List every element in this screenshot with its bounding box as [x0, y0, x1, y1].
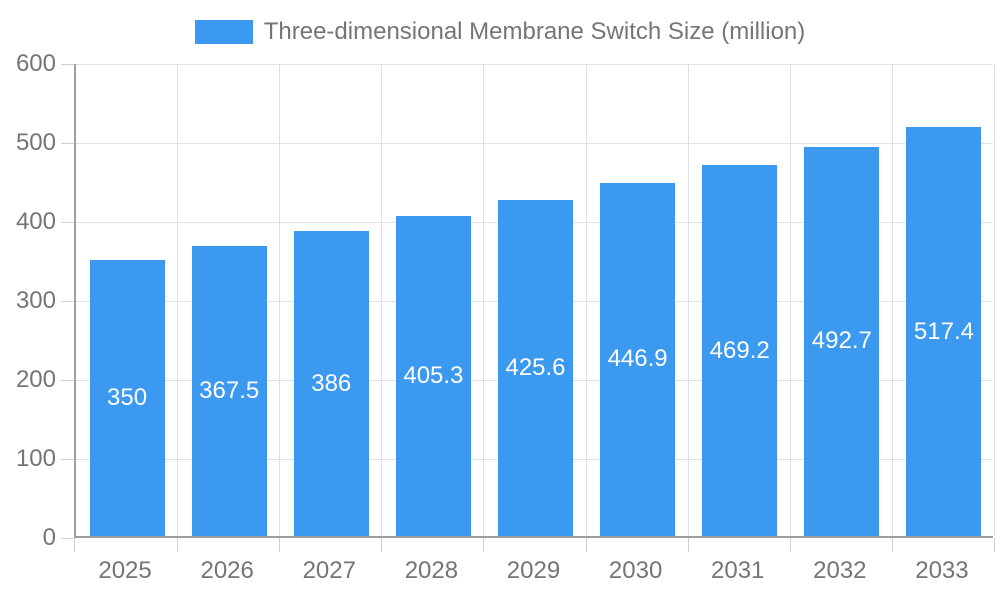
x-tick [891, 538, 893, 552]
x-tick [381, 538, 383, 552]
gridline [483, 64, 485, 536]
x-tick-label: 2026 [200, 557, 254, 584]
x-tick [687, 538, 689, 552]
gridline [76, 143, 993, 144]
bar-value-label: 425.6 [505, 353, 566, 381]
bar-value-label: 469.2 [709, 336, 770, 364]
y-tick-label: 600 [15, 50, 56, 77]
x-tick [585, 538, 587, 552]
x-axis-labels: 2025 2026 2027 2028 2029 2030 2031 2032 2033 [74, 557, 993, 587]
bar-value-label: 492.7 [811, 327, 872, 355]
x-tick-label: 2033 [915, 557, 969, 584]
bar[interactable]: 492.7 [804, 146, 880, 536]
x-tick-label: 2032 [813, 557, 867, 584]
gridline [177, 64, 179, 536]
y-tick-label: 400 [15, 208, 56, 235]
gridline [585, 64, 587, 536]
legend-item[interactable]: Three-dimensional Membrane Switch Size (… [0, 19, 1000, 45]
y-tick [61, 222, 74, 223]
y-tick [61, 64, 74, 65]
gridline [381, 64, 383, 536]
plot-area: 350 367.5 386 405.3 425.6 446.9 469.2 492.7 517.… [61, 64, 995, 552]
gridline [891, 64, 893, 536]
y-tick [61, 538, 74, 539]
bar-value-label: 350 [107, 383, 148, 411]
x-tick-label: 2028 [404, 557, 459, 584]
gridline [76, 64, 993, 65]
gridline [687, 64, 689, 536]
x-tick-label: 2029 [506, 557, 561, 584]
bar[interactable]: 425.6 [498, 199, 573, 536]
x-tick [483, 538, 485, 552]
bar[interactable]: 469.2 [702, 165, 778, 536]
legend-label: Three-dimensional Membrane Switch Size (… [263, 18, 806, 45]
gridline [789, 64, 791, 536]
bar-value-label: 446.9 [607, 345, 668, 373]
y-axis-labels: 0 100 200 300 400 500 600 [0, 50, 56, 551]
x-tick [789, 538, 791, 552]
y-tick [61, 301, 74, 302]
x-tick-label: 2030 [608, 557, 663, 584]
bar-value-label: 405.3 [403, 361, 464, 389]
bar[interactable]: 405.3 [395, 215, 471, 536]
x-tick-label: 2031 [711, 557, 765, 584]
y-tick-label: 300 [15, 287, 56, 314]
x-tick-label: 2027 [302, 557, 356, 584]
y-tick-label: 200 [15, 366, 56, 393]
bar[interactable]: 350 [89, 259, 165, 536]
y-tick-label: 0 [42, 524, 56, 551]
bar[interactable]: 517.4 [906, 127, 982, 536]
bar-value-label: 367.5 [199, 376, 260, 404]
bar-value-label: 386 [311, 369, 352, 397]
gridline [279, 64, 281, 536]
x-tick [279, 538, 281, 552]
x-tick [177, 538, 179, 552]
bar[interactable]: 367.5 [191, 245, 267, 536]
y-tick [61, 143, 74, 144]
legend-swatch [194, 20, 253, 44]
y-tick-label: 500 [15, 129, 56, 156]
bar-value-label: 517.4 [913, 317, 974, 345]
x-tick [74, 538, 75, 552]
gridline [994, 64, 995, 536]
bar[interactable]: 386 [293, 231, 369, 536]
y-tick [61, 459, 74, 460]
x-tick [994, 538, 995, 552]
bar[interactable]: 446.9 [600, 182, 676, 536]
y-tick [61, 380, 74, 381]
y-tick-label: 100 [15, 445, 56, 472]
x-tick-label: 2025 [98, 557, 152, 584]
